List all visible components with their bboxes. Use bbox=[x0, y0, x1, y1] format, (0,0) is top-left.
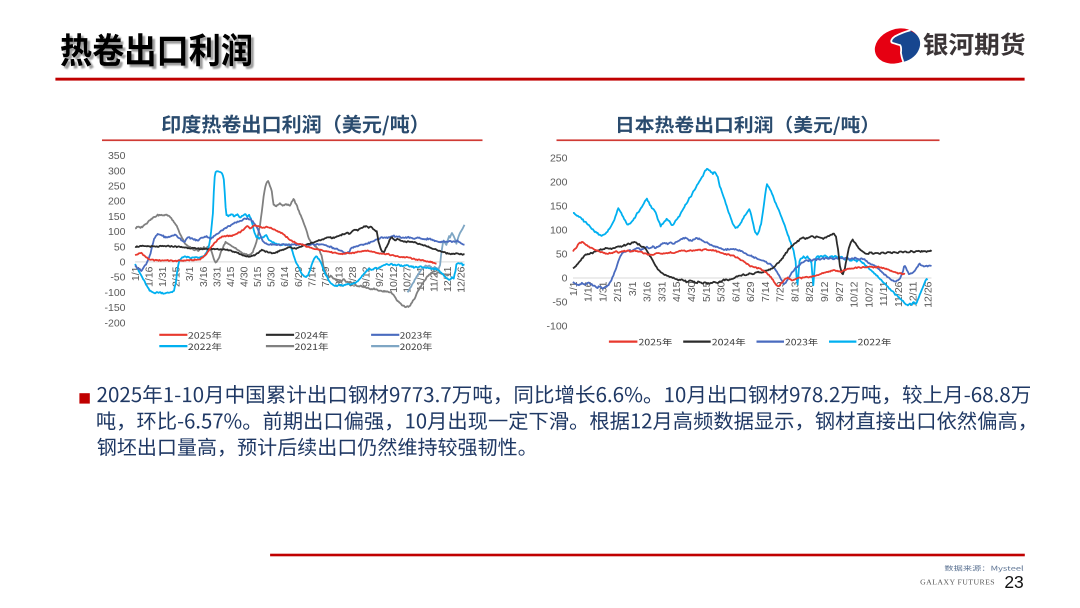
svg-text:8/13: 8/13 bbox=[334, 266, 346, 287]
svg-text:10/27: 10/27 bbox=[863, 281, 875, 307]
svg-text:0: 0 bbox=[120, 257, 126, 269]
svg-text:1/31: 1/31 bbox=[157, 266, 169, 287]
svg-text:9/27: 9/27 bbox=[374, 266, 386, 287]
svg-text:300: 300 bbox=[108, 165, 126, 177]
svg-text:250: 250 bbox=[550, 152, 568, 164]
svg-text:6/29: 6/29 bbox=[745, 281, 757, 302]
svg-text:-50: -50 bbox=[110, 272, 125, 284]
svg-text:8/28: 8/28 bbox=[804, 281, 816, 302]
svg-text:250: 250 bbox=[108, 181, 126, 193]
svg-text:-50: -50 bbox=[552, 297, 567, 309]
svg-text:3/1: 3/1 bbox=[627, 281, 639, 296]
svg-text:-150: -150 bbox=[104, 302, 125, 314]
svg-text:-200: -200 bbox=[104, 317, 125, 329]
svg-text:3/31: 3/31 bbox=[211, 266, 223, 287]
svg-text:0: 0 bbox=[562, 273, 568, 285]
svg-text:350: 350 bbox=[108, 150, 126, 162]
svg-text:200: 200 bbox=[108, 196, 126, 208]
svg-text:8/13: 8/13 bbox=[789, 281, 801, 302]
svg-text:1/31: 1/31 bbox=[597, 281, 609, 302]
svg-text:GALAXY FUTURES: GALAXY FUTURES bbox=[920, 578, 995, 587]
svg-text:50: 50 bbox=[114, 241, 126, 253]
svg-text:7/14: 7/14 bbox=[306, 266, 318, 287]
svg-text:2/15: 2/15 bbox=[612, 281, 624, 302]
svg-text:3/16: 3/16 bbox=[642, 281, 654, 302]
svg-text:10/12: 10/12 bbox=[388, 266, 400, 292]
svg-text:100: 100 bbox=[108, 226, 126, 238]
svg-text:6/14: 6/14 bbox=[279, 266, 291, 287]
svg-text:10/27: 10/27 bbox=[401, 266, 413, 292]
svg-text:200: 200 bbox=[550, 176, 568, 188]
svg-text:23: 23 bbox=[1004, 572, 1023, 592]
svg-text:9/12: 9/12 bbox=[361, 266, 373, 287]
svg-text:1/16: 1/16 bbox=[144, 266, 156, 287]
svg-text:9/12: 9/12 bbox=[819, 281, 831, 302]
svg-text:3/16: 3/16 bbox=[198, 266, 210, 287]
svg-text:7/14: 7/14 bbox=[760, 281, 772, 302]
svg-text:5/30: 5/30 bbox=[716, 281, 728, 302]
svg-text:4/30: 4/30 bbox=[239, 266, 251, 287]
svg-text:100: 100 bbox=[550, 225, 568, 237]
svg-text:150: 150 bbox=[550, 200, 568, 212]
svg-text:3/31: 3/31 bbox=[656, 281, 668, 302]
svg-text:4/15: 4/15 bbox=[225, 266, 237, 287]
svg-text:5/15: 5/15 bbox=[701, 281, 713, 302]
svg-text:1/16: 1/16 bbox=[583, 281, 595, 302]
svg-text:11/11: 11/11 bbox=[415, 266, 427, 291]
svg-text:9/27: 9/27 bbox=[834, 281, 846, 302]
svg-text:12/26: 12/26 bbox=[456, 266, 468, 292]
svg-text:6/14: 6/14 bbox=[730, 281, 742, 302]
svg-text:-100: -100 bbox=[104, 287, 125, 299]
svg-text:150: 150 bbox=[108, 211, 126, 223]
svg-text:-100: -100 bbox=[546, 321, 567, 333]
svg-text:4/15: 4/15 bbox=[671, 281, 683, 302]
svg-text:5/15: 5/15 bbox=[252, 266, 264, 287]
svg-text:3/1: 3/1 bbox=[184, 266, 196, 281]
svg-text:10/12: 10/12 bbox=[849, 281, 861, 307]
svg-text:5/30: 5/30 bbox=[266, 266, 278, 287]
svg-text:11/11: 11/11 bbox=[878, 281, 890, 306]
svg-text:50: 50 bbox=[556, 249, 568, 261]
svg-text:4/30: 4/30 bbox=[686, 281, 698, 302]
svg-text:12/26: 12/26 bbox=[922, 281, 934, 307]
svg-text:6/29: 6/29 bbox=[293, 266, 305, 287]
